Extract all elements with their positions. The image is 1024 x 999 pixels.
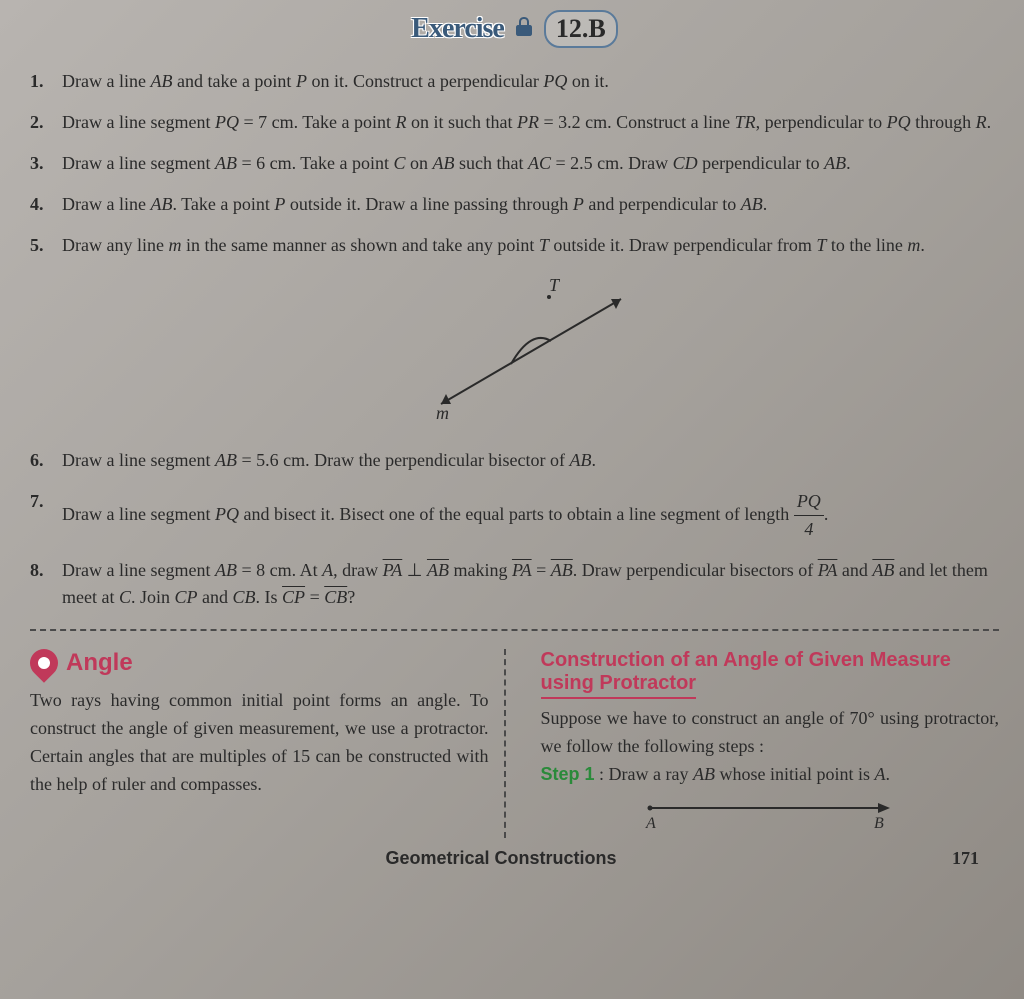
exercise-number: 12.B [544,10,618,48]
lock-icon [512,15,536,44]
problem-8: Draw a line segment AB = 8 cm. At A, dra… [30,557,999,611]
construction-heading: Construction of an Angle of Given Measur… [541,649,1000,699]
step-1-label: Step 1 [541,764,595,784]
angle-column: Angle Two rays having common initial poi… [30,649,506,838]
pin-icon [24,643,64,683]
step-1: Step 1 : Draw a ray AB whose initial poi… [541,761,1000,789]
label-m: m [436,403,449,419]
svg-text:B: B [874,815,884,832]
construction-body: Suppose we have to construct an angle of… [541,705,1000,761]
label-T: T [549,275,561,295]
construction-column: Construction of an Angle of Given Measur… [526,649,1000,838]
angle-body: Two rays having common initial point for… [30,687,489,799]
page-number: 171 [952,848,979,869]
exercise-header: Exercise 12.B [30,10,999,48]
ray-diagram: A B [541,793,1000,838]
problem-6: Draw a line segment AB = 5.6 cm. Draw th… [30,447,999,474]
exercise-label: Exercise [411,13,504,45]
svg-text:A: A [645,815,656,832]
angle-heading-text: Angle [66,649,133,677]
section-divider [30,629,999,631]
diagram-q5: T m [62,269,999,427]
page-footer: Geometrical Constructions 171 [30,848,999,869]
problem-4: Draw a line AB. Take a point P outside i… [30,191,999,218]
problem-7: Draw a line segment PQ and bisect it. Bi… [30,488,999,543]
footer-title: Geometrical Constructions [50,848,952,869]
problem-3: Draw a line segment AB = 6 cm. Take a po… [30,150,999,177]
problem-2: Draw a line segment PQ = 7 cm. Take a po… [30,109,999,136]
two-column-section: Angle Two rays having common initial poi… [30,649,999,838]
problem-5: Draw any line m in the same manner as sh… [30,232,999,427]
problem-list: Draw a line AB and take a point P on it.… [30,68,999,611]
problem-1: Draw a line AB and take a point P on it.… [30,68,999,95]
angle-heading: Angle [30,649,489,677]
